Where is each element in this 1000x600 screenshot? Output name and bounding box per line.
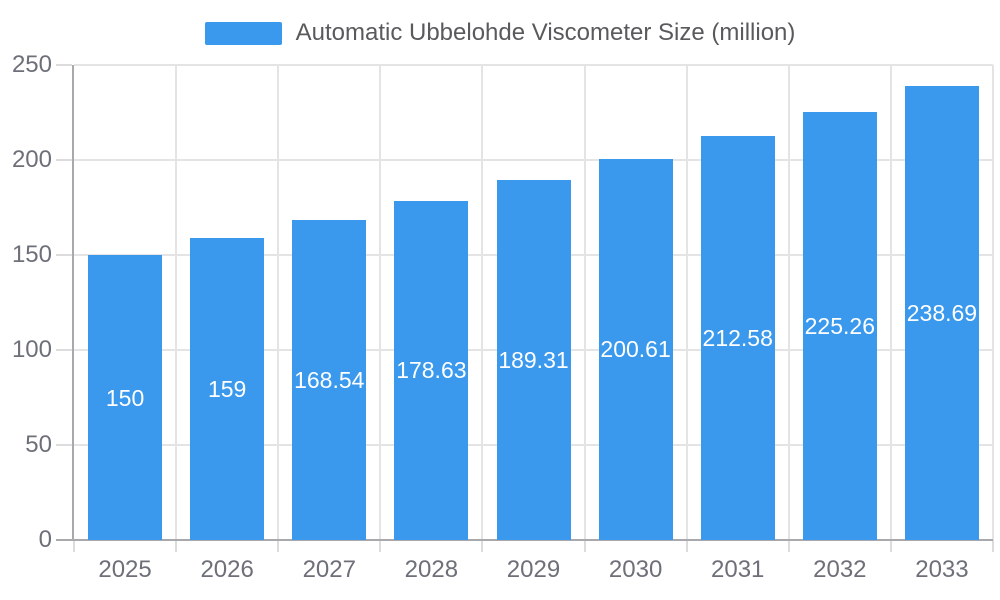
x-axis-tick-label: 2033 — [915, 556, 969, 583]
x-axis-tick — [481, 540, 484, 552]
bar — [802, 112, 877, 540]
x-axis-tick-label: 2026 — [200, 556, 254, 583]
gridline-vertical — [685, 65, 688, 540]
y-axis-tick-label: 100 — [11, 336, 52, 363]
x-axis-tick-label: 2030 — [608, 556, 663, 583]
y-axis-tick — [56, 254, 72, 256]
y-axis-tick — [56, 64, 72, 66]
x-axis-tick — [583, 540, 586, 552]
x-axis-tick — [379, 540, 382, 552]
gridline-horizontal — [74, 64, 993, 66]
legend-swatch-icon — [204, 21, 282, 45]
bar — [190, 237, 265, 540]
y-axis-tick-label: 150 — [11, 241, 52, 268]
y-axis-tick-label: 50 — [25, 431, 52, 458]
y-axis-tick-label: 0 — [38, 526, 52, 553]
gridline-vertical — [583, 65, 586, 540]
x-axis-tick — [889, 540, 892, 552]
y-axis-tick-label: 200 — [11, 146, 52, 173]
y-axis-tick — [56, 444, 72, 446]
gridline-vertical — [787, 65, 790, 540]
x-axis-tick — [277, 540, 280, 552]
bar — [88, 255, 163, 540]
bar — [292, 219, 367, 540]
gridline-vertical — [175, 65, 178, 540]
bar — [700, 136, 775, 540]
x-axis-tick-label: 2032 — [813, 556, 867, 583]
bar — [598, 158, 673, 540]
x-axis-tick-label: 2031 — [711, 556, 765, 583]
bar — [904, 86, 979, 540]
y-axis-tick — [56, 349, 72, 351]
gridline-vertical — [992, 65, 994, 540]
x-axis-tick — [685, 540, 688, 552]
x-axis-tick-label: 2028 — [404, 556, 459, 583]
x-axis-tick-label: 2027 — [302, 556, 356, 583]
x-axis-tick — [73, 540, 75, 552]
x-axis-tick-label: 2025 — [98, 556, 152, 583]
gridline-horizontal — [74, 159, 993, 161]
legend-label: Automatic Ubbelohde Viscometer Size (mil… — [295, 19, 796, 46]
gridline-vertical — [277, 65, 280, 540]
x-axis-line — [56, 539, 993, 541]
bar — [496, 180, 571, 540]
y-axis-line — [72, 65, 74, 541]
y-axis-tick-label: 250 — [11, 51, 52, 78]
legend[interactable]: Automatic Ubbelohde Viscometer Size (mil… — [0, 18, 1000, 48]
gridline-vertical — [481, 65, 484, 540]
x-axis-tick-label: 2029 — [506, 556, 561, 583]
gridline-vertical — [889, 65, 892, 540]
x-axis-tick — [787, 540, 790, 552]
y-axis-tick — [56, 159, 72, 161]
gridline-vertical — [379, 65, 382, 540]
x-axis-tick — [992, 540, 994, 552]
x-axis-tick — [175, 540, 178, 552]
bar — [394, 200, 469, 540]
